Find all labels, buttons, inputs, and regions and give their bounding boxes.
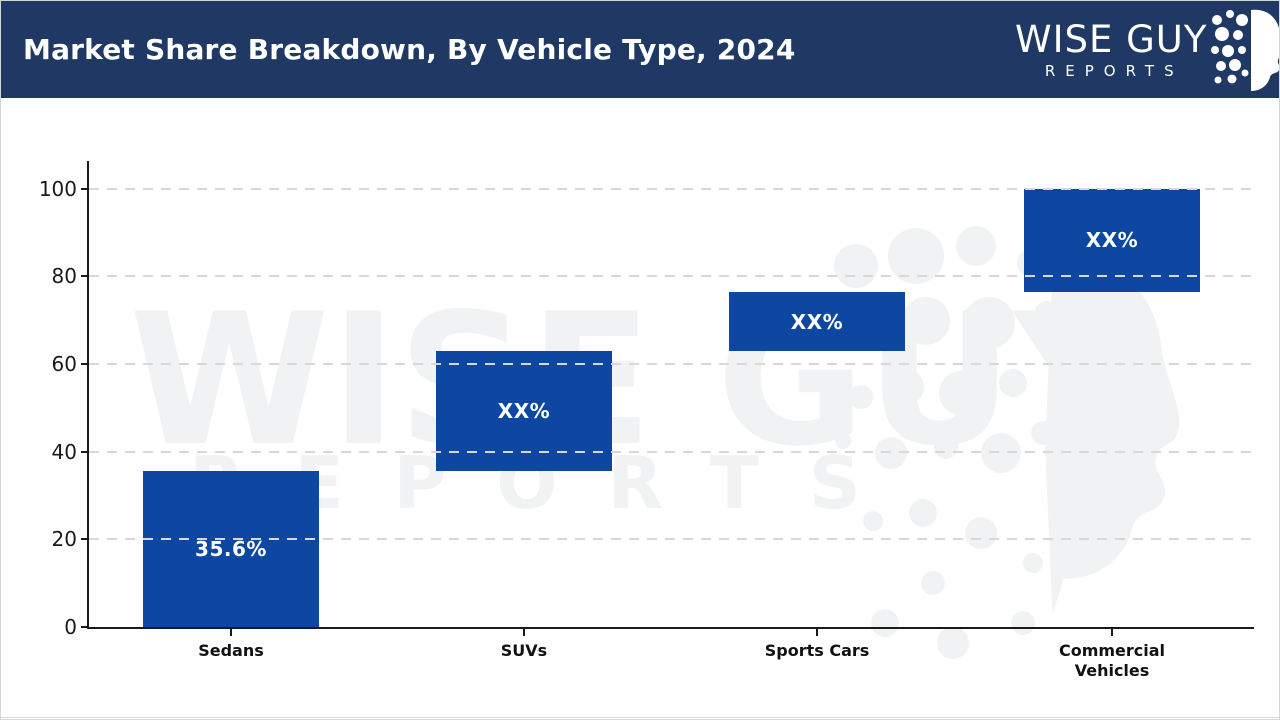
y-tick-mark: [81, 450, 89, 453]
bar: XX%: [729, 291, 905, 352]
gridline: [89, 538, 1254, 541]
page-title: Market Share Breakdown, By Vehicle Type,…: [23, 33, 796, 66]
y-tick-mark: [81, 538, 89, 541]
watermark-dot: [937, 627, 969, 659]
category-label: Sedans: [198, 641, 264, 660]
watermark-dot: [921, 571, 945, 595]
bar-value-label: XX%: [790, 309, 844, 334]
y-tick-label: 0: [64, 615, 77, 639]
watermark-dot: [871, 609, 899, 637]
gridline: [89, 450, 1254, 453]
y-tick-label: 40: [51, 439, 77, 464]
gridline: [89, 275, 1254, 278]
bar: XX%: [436, 351, 612, 471]
bar-value-label: XX%: [1085, 228, 1139, 253]
y-axis: [87, 161, 89, 629]
brand-name: WISE GUY: [1015, 17, 1208, 61]
brand-tagline: REPORTS: [1044, 61, 1184, 80]
x-tick-mark: [230, 629, 232, 636]
brand-face-icon: [1211, 9, 1279, 91]
header-bar: Market Share Breakdown, By Vehicle Type,…: [1, 1, 1279, 98]
category-label: SUVs: [500, 641, 548, 660]
brand-logo: WISE GUY REPORTS: [1015, 7, 1279, 93]
y-tick-mark: [81, 275, 89, 278]
gridline: [89, 362, 1254, 365]
y-tick-mark: [81, 626, 89, 628]
y-tick-mark: [81, 362, 89, 365]
category-label: Commercial Vehicles: [1058, 641, 1166, 680]
y-tick-label: 20: [51, 527, 77, 552]
y-tick-mark: [81, 187, 89, 190]
category-label: Sports Cars: [764, 641, 870, 660]
watermark-face-icon: [1045, 261, 1180, 616]
bar: 35.6%: [143, 470, 319, 627]
bar-value-label: XX%: [497, 399, 551, 424]
y-tick-label: 100: [38, 176, 77, 201]
watermark-dot: [909, 499, 937, 527]
bottom-rule: [1, 717, 1279, 718]
x-tick-mark: [1111, 629, 1113, 636]
bar: XX%: [1024, 188, 1200, 292]
y-tick-label: 60: [51, 351, 77, 376]
x-tick-mark: [523, 629, 525, 636]
gridline: [89, 187, 1254, 190]
x-axis: [87, 627, 1254, 629]
y-tick-label: 80: [51, 264, 77, 289]
x-tick-mark: [816, 629, 818, 636]
bar-value-label: 35.6%: [195, 536, 267, 561]
